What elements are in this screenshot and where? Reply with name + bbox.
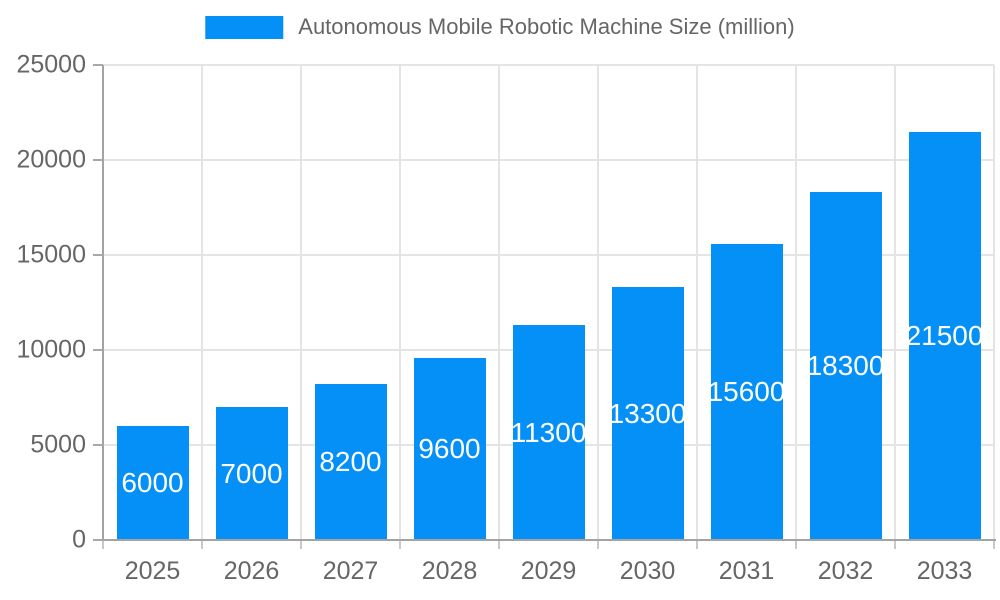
- y-axis-label: 5000: [30, 430, 86, 459]
- bar: 13300: [608, 287, 687, 540]
- bar-value-label: 11300: [510, 416, 587, 448]
- x-axis-line: [95, 539, 996, 541]
- y-axis-label: 15000: [16, 240, 86, 269]
- x-axis-tick: [795, 541, 797, 549]
- y-axis-tick: [93, 159, 103, 161]
- bar: 8200: [314, 384, 387, 540]
- x-axis-label: 2026: [223, 557, 280, 585]
- y-axis-tick: [93, 64, 103, 66]
- legend[interactable]: Autonomous Mobile Robotic Machine Size (…: [205, 14, 795, 40]
- bar-value-label: 15600: [707, 375, 786, 407]
- bar: 6000: [116, 426, 189, 540]
- gridline-vertical: [399, 65, 401, 540]
- bar: 11300: [510, 325, 587, 540]
- y-axis-line: [102, 65, 104, 548]
- plot-area: 6000 7000 8200 9600 11300 13300 15600 18300 2150…: [103, 64, 995, 540]
- x-axis-tick: [300, 541, 302, 549]
- bar: 7000: [215, 407, 288, 540]
- gridline-horizontal: [103, 159, 994, 161]
- gridline-horizontal: [103, 254, 994, 256]
- bar: 18300: [806, 192, 885, 540]
- gridline-vertical: [597, 65, 599, 540]
- bar-value-label: 8200: [319, 446, 382, 478]
- x-axis-label: 2033: [916, 557, 973, 585]
- y-axis-label: 10000: [16, 335, 86, 364]
- x-axis-label: 2029: [520, 557, 577, 585]
- bar-value-label: 9600: [418, 432, 481, 464]
- bar-value-label: 6000: [121, 467, 184, 498]
- gridline-horizontal: [103, 64, 994, 66]
- x-axis-label: 2030: [619, 557, 676, 585]
- x-axis-tick: [597, 541, 599, 549]
- bar-value-label: 18300: [806, 350, 885, 382]
- bar-value-label: 7000: [220, 457, 283, 489]
- x-axis-tick: [399, 541, 401, 549]
- gridline-vertical: [498, 65, 500, 540]
- x-axis-label: 2027: [322, 557, 379, 585]
- bar: 15600: [707, 243, 786, 540]
- x-axis-tick: [102, 541, 104, 549]
- x-axis-tick: [894, 541, 896, 549]
- gridline-vertical: [696, 65, 698, 540]
- y-axis-label: 0: [72, 525, 86, 554]
- x-axis-label: 2032: [817, 557, 874, 585]
- gridline-vertical: [894, 65, 896, 540]
- gridline-vertical: [795, 65, 797, 540]
- y-axis-tick: [93, 254, 103, 256]
- x-axis-tick: [498, 541, 500, 549]
- x-axis-tick: [201, 541, 203, 549]
- y-axis-label: 20000: [16, 145, 86, 174]
- x-axis-label: 2031: [718, 557, 775, 585]
- x-axis-tick: [696, 541, 698, 549]
- y-axis-tick: [93, 539, 103, 541]
- y-axis-tick: [93, 349, 103, 351]
- x-axis-label: 2025: [124, 557, 181, 585]
- y-axis-label: 25000: [16, 50, 86, 79]
- bar: 9600: [413, 357, 486, 540]
- bar: 21500: [905, 131, 984, 540]
- x-axis-label: 2028: [421, 557, 478, 585]
- bar-value-label: 21500: [905, 319, 984, 351]
- x-axis-tick: [993, 541, 995, 549]
- y-axis-tick: [93, 444, 103, 446]
- legend-swatch-icon: [205, 15, 284, 39]
- bar-value-label: 13300: [608, 397, 687, 429]
- gridline-vertical: [993, 65, 995, 540]
- gridline-vertical: [300, 65, 302, 540]
- gridline-vertical: [201, 65, 203, 540]
- legend-label: Autonomous Mobile Robotic Machine Size (…: [298, 14, 795, 39]
